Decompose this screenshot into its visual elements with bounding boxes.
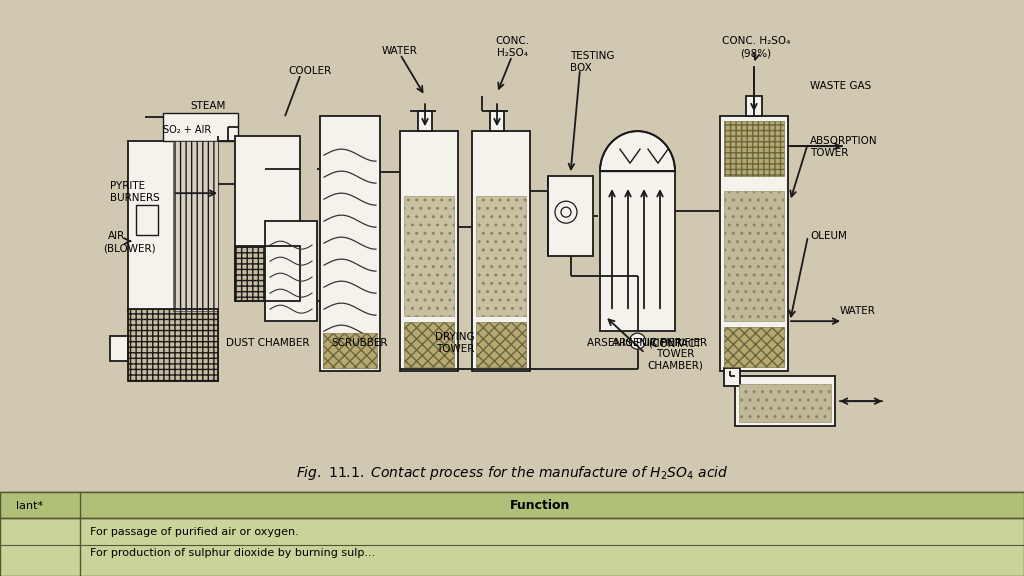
Text: For production of sulphur dioxide by burning sulp...: For production of sulphur dioxide by bur… <box>90 548 375 558</box>
Text: WASTE GAS: WASTE GAS <box>810 81 871 91</box>
Text: H₂SO₄: H₂SO₄ <box>497 48 527 58</box>
Text: (CONTACT: (CONTACT <box>648 338 701 348</box>
Bar <box>739 384 831 422</box>
Text: Function: Function <box>510 499 570 512</box>
Bar <box>173 141 218 311</box>
Bar <box>323 333 377 368</box>
Bar <box>724 191 784 321</box>
Text: (98%): (98%) <box>740 48 771 58</box>
Bar <box>128 309 218 381</box>
Bar <box>548 176 593 256</box>
Bar <box>319 116 380 371</box>
Bar <box>724 368 740 386</box>
Bar <box>724 327 784 367</box>
Text: TOWER: TOWER <box>655 349 694 359</box>
Text: COOLER: COOLER <box>289 66 332 76</box>
Bar <box>234 246 300 301</box>
Bar <box>234 136 300 301</box>
Text: CONC. H₂SO₄: CONC. H₂SO₄ <box>722 36 791 46</box>
Bar <box>476 322 526 367</box>
Bar <box>418 111 432 131</box>
Text: TESTING: TESTING <box>570 51 614 61</box>
Circle shape <box>561 207 571 217</box>
Text: BOX: BOX <box>570 63 592 73</box>
Bar <box>746 96 762 116</box>
Bar <box>136 204 158 234</box>
Text: SO₂ + AIR: SO₂ + AIR <box>163 125 211 135</box>
Text: OLEUM: OLEUM <box>810 231 847 241</box>
Text: WATER: WATER <box>840 306 876 316</box>
Text: (BLOWER): (BLOWER) <box>103 243 156 253</box>
Bar <box>128 309 218 381</box>
Text: $\it{Fig.\ 11.1.\ Contact\ process\ for\ the\ manufacture\ of}\ \mathit{H_2SO_4}: $\it{Fig.\ 11.1.\ Contact\ process\ for\… <box>296 464 728 482</box>
Bar <box>724 121 784 176</box>
Bar <box>404 196 454 316</box>
Text: CHAMBER): CHAMBER) <box>647 360 702 370</box>
Text: DUST CHAMBER: DUST CHAMBER <box>226 338 309 348</box>
Bar <box>0 492 1024 518</box>
Text: CONC.: CONC. <box>495 36 529 46</box>
Bar <box>476 196 526 316</box>
Text: ABSORPTION: ABSORPTION <box>810 136 878 146</box>
Text: lant*: lant* <box>16 501 44 511</box>
Bar <box>600 171 675 331</box>
Bar <box>265 221 317 321</box>
Text: BURNERS: BURNERS <box>110 193 160 203</box>
Bar <box>128 141 218 311</box>
Text: SCRUBBER: SCRUBBER <box>332 338 388 348</box>
Bar <box>163 113 238 141</box>
Bar <box>400 131 458 371</box>
Text: WATER: WATER <box>382 46 418 56</box>
Bar <box>490 111 504 131</box>
Polygon shape <box>600 131 675 171</box>
Text: STEAM: STEAM <box>190 101 225 111</box>
Text: ARSENIC PURIFIER: ARSENIC PURIFIER <box>612 338 708 348</box>
Text: DRYING
TOWER: DRYING TOWER <box>435 332 475 354</box>
Text: For passage of purified air or oxygen.: For passage of purified air or oxygen. <box>90 527 299 537</box>
Bar <box>720 116 788 371</box>
Bar <box>472 131 530 371</box>
Text: AIR: AIR <box>108 231 125 241</box>
Circle shape <box>555 201 577 223</box>
Bar <box>0 492 1024 576</box>
Text: TOWER: TOWER <box>810 148 848 158</box>
Text: PYRITE: PYRITE <box>110 181 145 191</box>
Bar <box>735 376 835 426</box>
Bar <box>110 336 128 361</box>
Bar <box>234 246 300 301</box>
Text: ARSENIC PURIFIER: ARSENIC PURIFIER <box>588 338 683 348</box>
Circle shape <box>630 333 645 349</box>
Bar <box>404 322 454 367</box>
